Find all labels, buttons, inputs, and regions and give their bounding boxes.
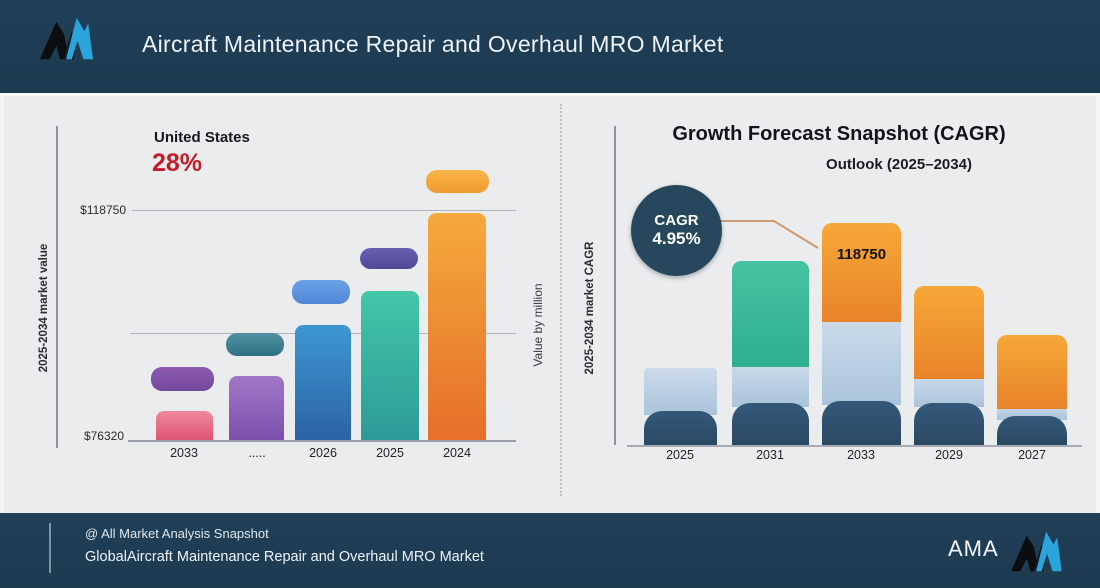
segment-lightblue [822, 318, 901, 405]
segment-navy [997, 416, 1067, 445]
right-tick-4: 2029 [935, 448, 963, 462]
cap-2033 [151, 367, 214, 391]
right-x-axis-line [627, 445, 1082, 447]
footer-bar: @ All Market Analysis Snapshot GlobalAir… [0, 513, 1100, 588]
right-tick-5: 2027 [1018, 448, 1046, 462]
bar-2024 [428, 213, 486, 440]
segment-lightblue [732, 363, 809, 407]
page-title: Aircraft Maintenance Repair and Overhaul… [142, 31, 724, 57]
left-tick-1: 2033 [170, 446, 198, 460]
right-tick-1: 2025 [666, 448, 694, 462]
bar-dots [229, 376, 284, 440]
bar-2025 [361, 291, 419, 440]
region-label: United States [154, 129, 250, 146]
cagr-badge: CAGR 4.95% [631, 185, 722, 276]
stacked-bar-2027 [997, 335, 1067, 445]
stacked-bar-2029 [914, 286, 984, 445]
segment-navy [732, 403, 809, 445]
left-y-axis-line [56, 126, 58, 448]
cagr-value: 4.95% [652, 229, 701, 248]
left-tick-5: 2024 [443, 446, 471, 460]
left-x-axis-line [128, 440, 516, 442]
right-y-axis-label: 2025-2034 market CAGR [584, 241, 596, 375]
baseline-label: $76320 [83, 429, 124, 443]
segment-navy [822, 401, 901, 445]
segment-navy [914, 403, 984, 445]
segment-green [732, 261, 809, 367]
stacked-bar-2025 [644, 368, 717, 445]
right-chart-title: Growth Forecast Snapshot (CAGR) [672, 123, 1006, 145]
cap-2024 [426, 170, 489, 193]
footer-report-title: GlobalAircraft Maintenance Repair and Ov… [85, 549, 484, 565]
segment-orange [822, 223, 901, 322]
cagr-label: CAGR [654, 212, 699, 229]
bar-2026 [295, 325, 351, 440]
bar-2033 [156, 411, 213, 440]
header-bar: Aircraft Maintenance Repair and Overhaul… [0, 0, 1100, 93]
stacked-bar-2033: 118750 [822, 223, 901, 445]
right-tick-2: 2031 [756, 448, 784, 462]
right-tick-3: 2033 [847, 448, 875, 462]
region-share-value: 28% [152, 149, 203, 177]
footer-brand-text: AMA [948, 536, 999, 561]
ama-logo-icon [39, 17, 94, 60]
right-chart-subtitle: Outlook (2025–2034) [826, 156, 972, 173]
stacked-bar-2031 [732, 261, 809, 445]
right-y-axis-line [614, 126, 616, 445]
segment-orange [914, 286, 984, 379]
left-tick-2: ..... [248, 446, 266, 460]
cap-dots [226, 333, 284, 356]
segment-navy [644, 411, 717, 445]
cap-2025 [360, 248, 418, 269]
left-y2-axis-label: Value by million [531, 283, 545, 367]
footer-divider [49, 523, 51, 573]
left-tick-3: 2026 [309, 446, 337, 460]
footer-source-line: @ All Market Analysis Snapshot [85, 526, 269, 541]
left-y-axis-label: 2025-2034 market value [38, 243, 50, 373]
left-tick-4: 2025 [376, 446, 404, 460]
ama-logo-icon [1011, 531, 1062, 572]
cap-2026 [292, 280, 350, 304]
panel-divider [560, 104, 562, 496]
gridline-top [132, 210, 516, 211]
gridline-top-label: $118750 [80, 203, 126, 217]
segment-lightblue [644, 368, 717, 415]
segment-orange [997, 335, 1067, 409]
segment-lightblue [914, 375, 984, 407]
infographic-body: 2025-2034 market value United States 28%… [0, 93, 1100, 513]
bar-value-annotation: 118750 [836, 246, 887, 263]
